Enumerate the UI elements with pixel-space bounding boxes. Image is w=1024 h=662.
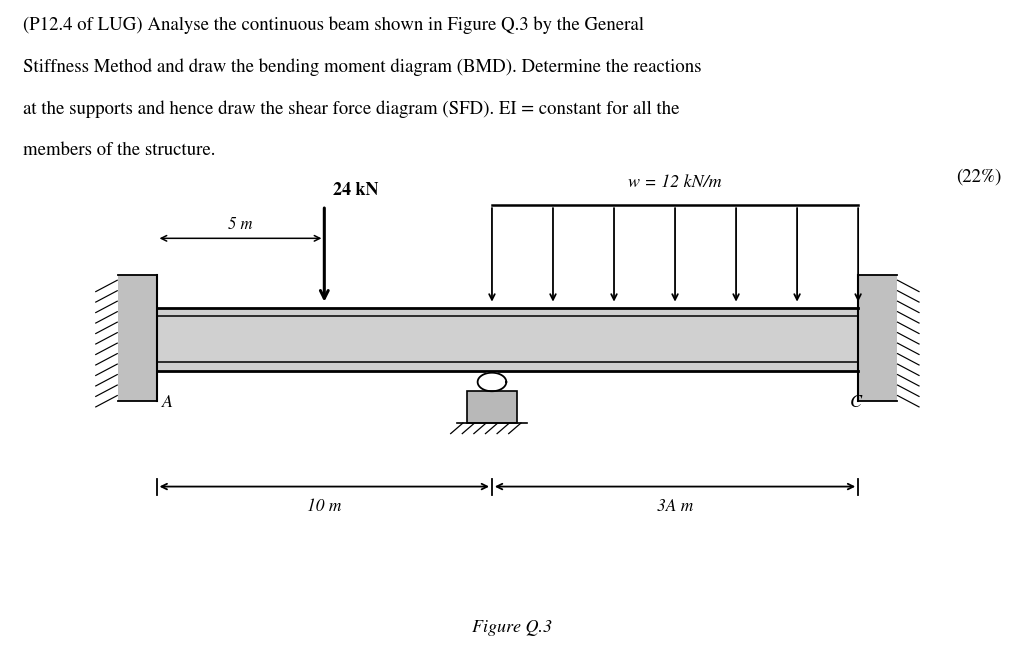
Bar [858, 275, 897, 401]
Text: C: C [850, 394, 862, 410]
Text: A: A [162, 394, 173, 410]
Text: 3A m: 3A m [657, 498, 693, 515]
Text: at the supports and hence draw the shear force diagram (SFD). EI = constant for : at the supports and hence draw the shear… [23, 100, 679, 118]
Text: (22%): (22%) [956, 169, 1001, 186]
Text: Stiffness Method and draw the bending moment diagram (BMD). Determine the reacti: Stiffness Method and draw the bending mo… [23, 58, 701, 76]
Text: B: B [504, 392, 515, 408]
Text: Figure Q.3: Figure Q.3 [472, 619, 552, 636]
Text: 24 kN: 24 kN [333, 181, 378, 199]
Text: 10 m: 10 m [307, 498, 341, 515]
Text: w = 12 kN/m: w = 12 kN/m [628, 174, 722, 191]
Polygon shape [477, 373, 506, 391]
Text: 5 m: 5 m [228, 216, 253, 233]
Bar [467, 391, 516, 423]
Text: (P12.4 of LUG) Analyse the continuous beam shown in Figure Q.3 by the General: (P12.4 of LUG) Analyse the continuous be… [23, 17, 643, 34]
Text: members of the structure.: members of the structure. [23, 142, 215, 159]
Bar [157, 308, 858, 371]
Bar [118, 275, 157, 401]
